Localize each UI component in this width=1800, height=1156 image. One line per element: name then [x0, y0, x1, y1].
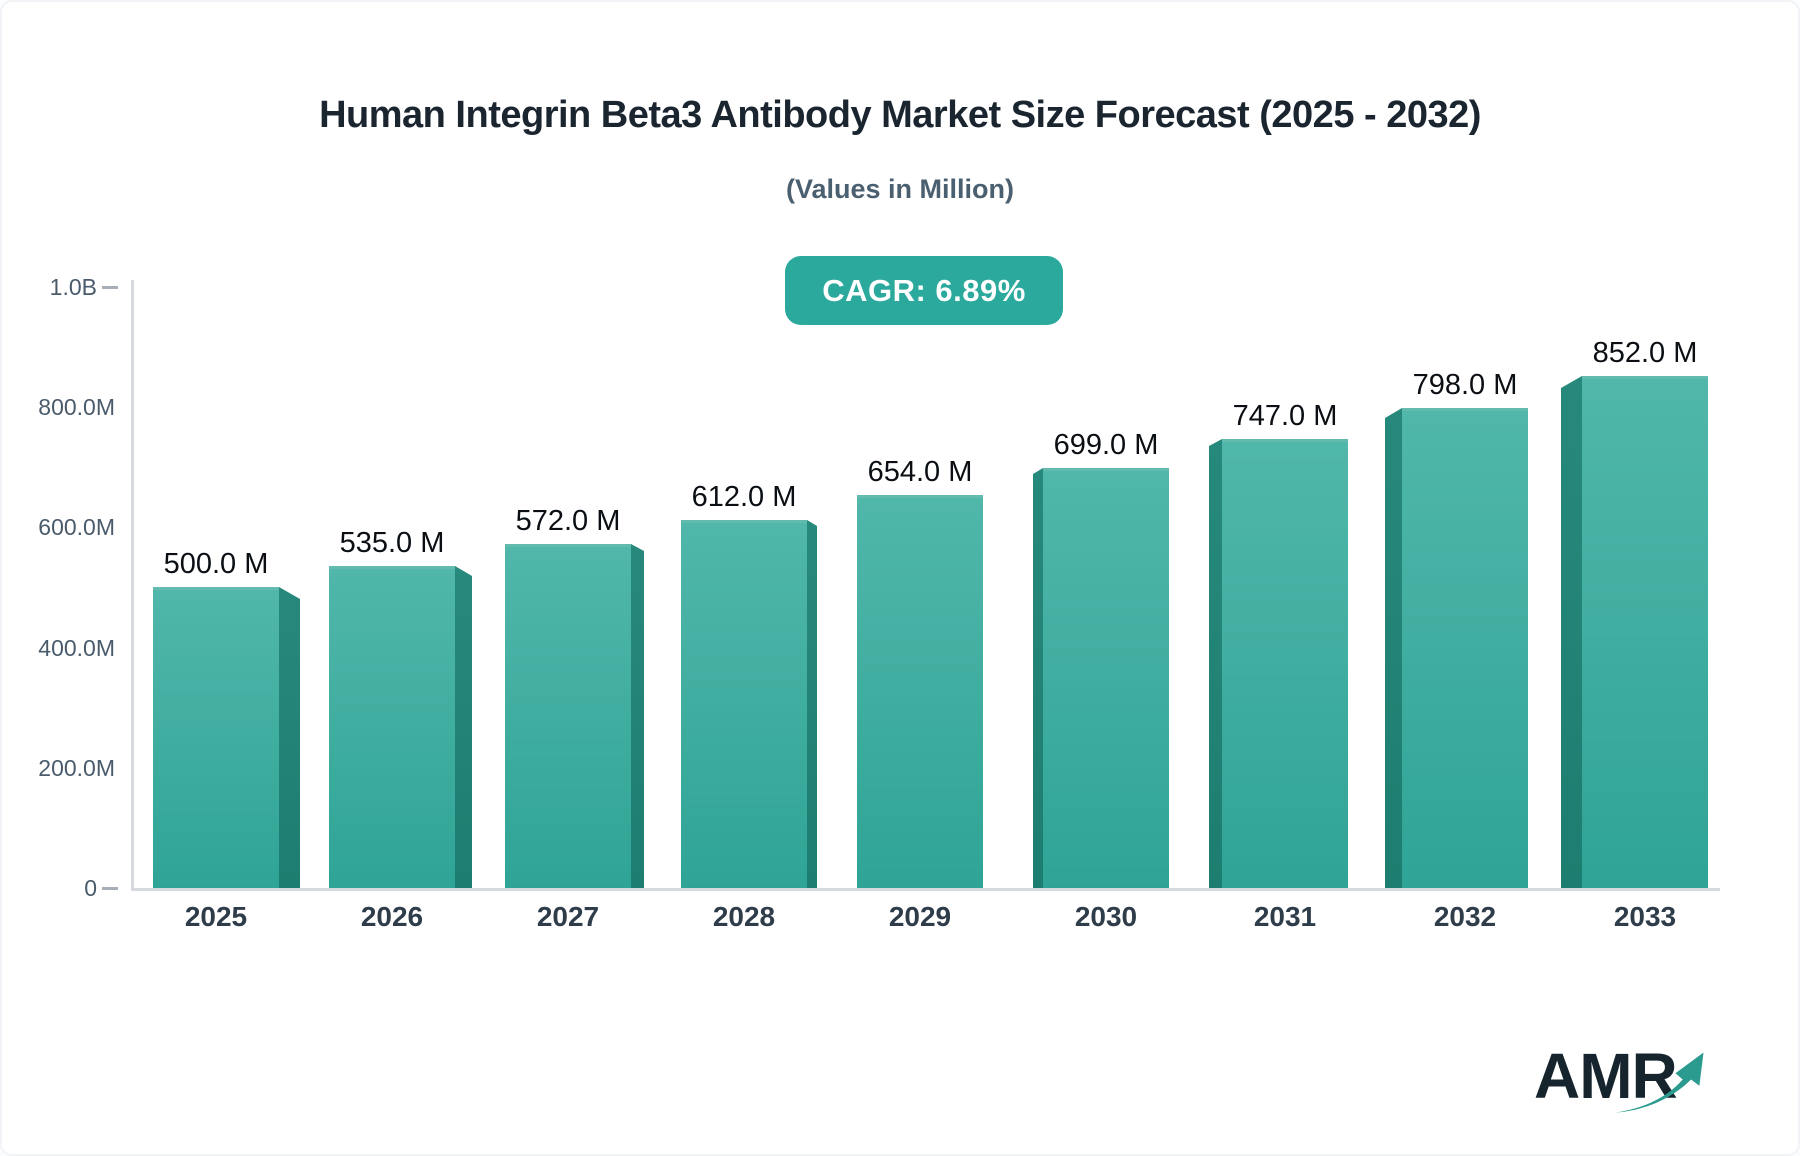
- y-axis-line: [131, 280, 134, 890]
- x-axis-label: 2029: [888, 901, 952, 932]
- y-axis-label: 0: [84, 875, 97, 901]
- y-axis-label: 200.0M: [38, 755, 115, 781]
- y-axis-tick: [102, 286, 118, 289]
- bar-2031: [1222, 439, 1348, 888]
- x-axis-label: 2033: [1613, 901, 1677, 932]
- bar-value-label: 500.0 M: [163, 548, 269, 580]
- bar-2025: [153, 587, 279, 888]
- x-axis-label: 2028: [712, 901, 776, 932]
- x-axis-label: 2025: [184, 901, 248, 932]
- x-axis-baseline: [131, 888, 1720, 891]
- amr-logo-arrow-icon: [1614, 1052, 1704, 1113]
- x-axis-label: 2030: [1074, 901, 1138, 932]
- y-axis-tick: [102, 887, 118, 890]
- bar-value-label: 572.0 M: [515, 505, 621, 537]
- bar-value-label: 699.0 M: [1053, 429, 1159, 461]
- amr-logo-text: AMR: [1534, 1040, 1678, 1112]
- bar-side-3d: [1561, 376, 1582, 888]
- cagr-badge-label: CAGR: 6.89%: [822, 272, 1026, 308]
- bar-value-label: 612.0 M: [691, 481, 797, 513]
- bar-side-3d: [279, 587, 300, 888]
- bar-side-3d: [631, 544, 644, 888]
- x-axis-label: 2032: [1433, 901, 1497, 932]
- y-axis-label: 400.0M: [38, 635, 115, 661]
- page-subtitle: (Values in Million): [785, 174, 1015, 204]
- y-axis-label: 800.0M: [38, 394, 115, 420]
- x-axis-label: 2031: [1253, 901, 1317, 932]
- bar-2027: [505, 544, 631, 888]
- bar-2026: [329, 566, 455, 888]
- bar-2033: [1582, 376, 1708, 888]
- x-axis-label: 2026: [360, 901, 424, 932]
- y-axis-label: 600.0M: [38, 514, 115, 540]
- bar-2030: [1043, 468, 1169, 888]
- bar-2029: [857, 495, 983, 888]
- page-title: Human Integrin Beta3 Antibody Market Siz…: [319, 94, 1481, 136]
- bar-side-3d: [1385, 408, 1402, 888]
- bar-2028: [681, 520, 807, 888]
- bar-value-label: 852.0 M: [1592, 337, 1698, 369]
- bar-side-3d: [1033, 468, 1043, 888]
- amr-logo: AMR: [1534, 1040, 1724, 1120]
- cagr-badge: CAGR: 6.89%: [785, 256, 1063, 325]
- bar-value-label: 747.0 M: [1232, 400, 1338, 432]
- bar-value-label: 535.0 M: [339, 527, 445, 559]
- x-axis-label: 2027: [536, 901, 600, 932]
- bar-2032: [1402, 408, 1528, 888]
- y-axis-label: 1.0B: [49, 274, 97, 300]
- bar-side-3d: [455, 566, 472, 888]
- bar-side-3d: [1209, 439, 1222, 888]
- bar-value-label: 654.0 M: [867, 456, 973, 488]
- bar-value-label: 798.0 M: [1412, 369, 1518, 401]
- bar-side-3d: [807, 520, 817, 888]
